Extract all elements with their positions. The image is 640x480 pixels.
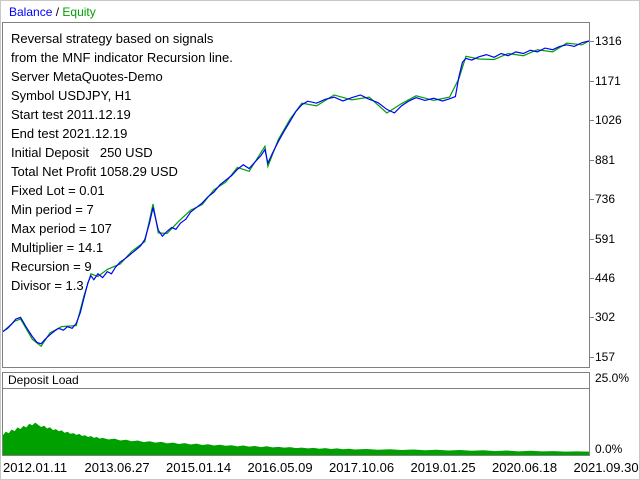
y-axis-label: 1171	[595, 73, 621, 88]
x-axis-label: 2017.10.06	[329, 460, 395, 475]
annotation-line: Initial Deposit 250 USD	[11, 145, 153, 160]
annotation-line: Total Net Profit 1058.29 USD	[11, 164, 178, 179]
deposit-load-plot	[3, 389, 589, 455]
y-axis-label: 1026	[595, 113, 622, 128]
annotation-line: Recursion = 9	[11, 259, 92, 274]
annotation-line: Max period = 107	[11, 221, 112, 236]
annotation-line: End test 2021.12.19	[11, 126, 128, 141]
y-axis-tick	[590, 317, 594, 319]
annotation-line: from the MNF indicator Recursion line.	[11, 50, 233, 65]
y-axis-tick	[590, 159, 594, 161]
annotation-block: Reversal strategy based on signals from t…	[11, 29, 233, 295]
x-axis-label: 2021.09.30	[573, 460, 639, 475]
y-axis-tick	[590, 120, 594, 122]
annotation-line: Min period = 7	[11, 202, 94, 217]
deposit-axis-max-label: 25.0%	[595, 371, 630, 385]
x-axis-label: 2015.01.14	[166, 460, 232, 475]
x-axis-label: 2020.06.18	[492, 460, 558, 475]
y-axis-tick	[590, 80, 594, 82]
annotation-line: Reversal strategy based on signals	[11, 31, 214, 46]
legend-separator: /	[52, 5, 63, 19]
y-axis-label: 591	[595, 231, 616, 246]
y-axis-tick	[590, 238, 594, 240]
balance-line	[3, 41, 589, 344]
y-axis-tick	[590, 356, 594, 358]
deposit-axis-min-label: 0.0%	[595, 442, 623, 456]
y-axis-tick	[590, 40, 594, 42]
y-axis-label: 736	[595, 192, 616, 207]
y-axis-tick	[590, 199, 594, 201]
deposit-load-title: Deposit Load	[3, 373, 589, 389]
x-axis-label: 2012.01.11	[3, 460, 68, 475]
x-axis-label: 2016.05.09	[247, 460, 313, 475]
y-axis-label: 446	[595, 271, 616, 286]
annotation-line: Divisor = 1.3	[11, 278, 84, 293]
legend-balance-label: Balance	[9, 5, 53, 19]
annotation-line: Multiplier = 14.1	[11, 240, 104, 255]
y-axis-label: 1316	[595, 33, 622, 48]
x-axis-label: 2019.01.25	[410, 460, 476, 475]
deposit-load-area	[3, 423, 589, 455]
y-axis-label: 881	[595, 152, 616, 167]
x-axis-label: 2013.06.27	[84, 460, 150, 475]
deposit-load-panel: Deposit Load	[2, 372, 590, 456]
y-axis-label: 302	[595, 310, 616, 325]
balance-equity-chart-panel: Reversal strategy based on signals from t…	[2, 22, 590, 368]
legend-equity-label: Equity	[62, 5, 96, 19]
legend: Balance / Equity	[9, 5, 96, 19]
y-axis-label: 157	[595, 349, 616, 364]
y-axis-tick	[590, 278, 594, 280]
annotation-line: Server MetaQuotes-Demo	[11, 69, 163, 84]
balance-equity-plot	[3, 23, 589, 367]
annotation-line: Start test 2011.12.19	[11, 107, 131, 122]
annotation-line: Symbol USDJPY, H1	[11, 88, 132, 103]
annotation-line: Fixed Lot = 0.01	[11, 183, 105, 198]
